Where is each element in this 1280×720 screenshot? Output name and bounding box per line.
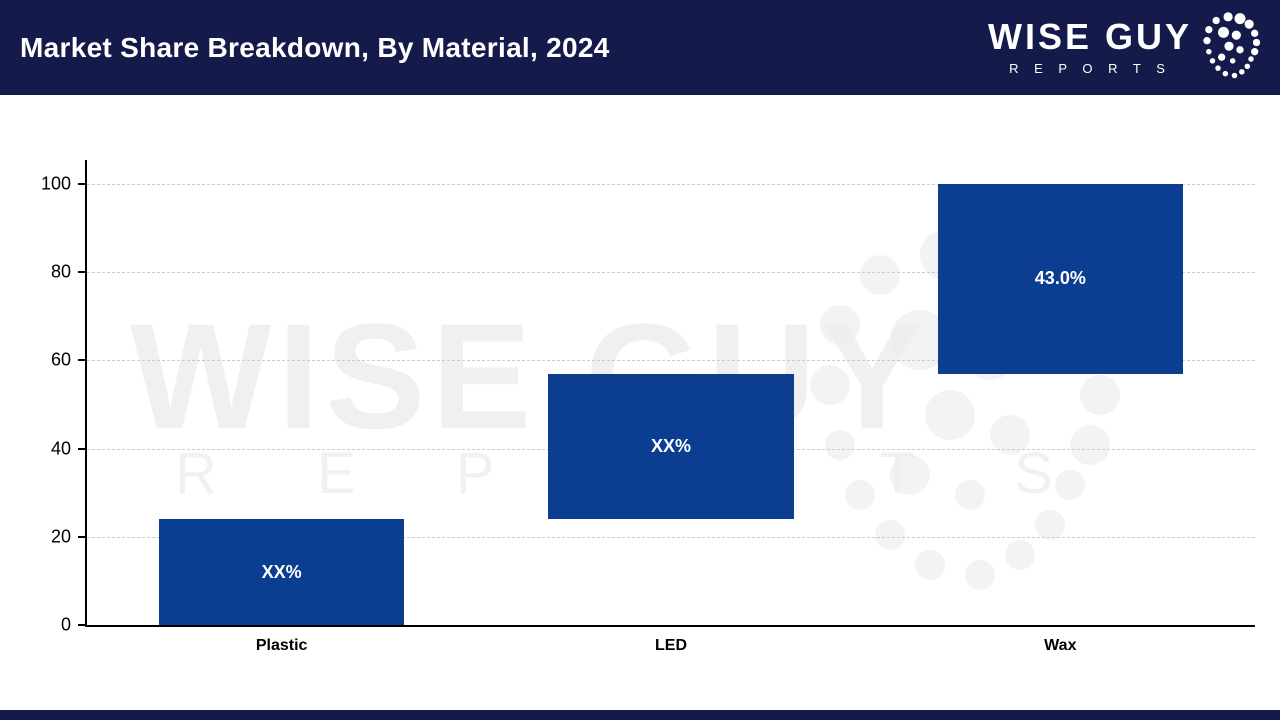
gridline-y-100 [87,184,1255,185]
bar-wax: 43.0% [937,184,1183,374]
y-axis-tick-label: 100 [40,173,71,194]
header-bar: Market Share Breakdown, By Material, 202… [0,0,1280,95]
x-axis-category-label-plastic: Plastic [255,637,308,654]
y-axis-tick-label: 80 [50,261,71,282]
bar-value-label: XX% [261,561,302,582]
bar-plastic: XX% [159,519,405,625]
brand-logo: WISE GUY R E P O R T S [988,9,1262,87]
brand-logo-text: WISE GUY R E P O R T S [987,16,1192,77]
brand-subtitle: R E P O R T S [1009,61,1171,76]
brand-name: WISE GUY [987,16,1192,57]
x-axis-category-label-led: LED [655,637,687,654]
page-title: Market Share Breakdown, By Material, 202… [20,31,610,63]
gridline-y-20 [87,536,1255,538]
y-axis-tick-mark [78,183,85,185]
y-axis-tick-mark [78,535,85,538]
y-axis-tick-mark [78,359,85,362]
y-axis-tick-label: 60 [50,349,71,370]
y-axis-tick-mark [78,447,85,450]
y-axis-tick-label: 40 [50,438,71,459]
y-axis-tick-mark [78,624,85,626]
chart-axes: 0 20 40 60 80 100 XX% Plastic XX% LED 43.0% Wax [41,160,1255,654]
footer-strip [0,710,1280,720]
x-axis-category-label-wax: Wax [1044,637,1077,654]
y-axis-tick-label: 0 [60,614,71,635]
gridline-y-60 [87,360,1255,362]
bar-value-label: XX% [650,435,691,456]
brand-head-dots-icon [1203,11,1261,78]
y-axis-tick-mark [78,271,85,274]
y-axis-tick-label: 20 [50,526,71,547]
gridline-y-80 [87,272,1255,274]
plot-area: 0 20 40 60 80 100 XX% Plastic XX% LED 43.0% Wax [41,174,1255,654]
bar-value-label: 43.0% [1034,268,1086,289]
bar-led: XX% [548,373,794,520]
